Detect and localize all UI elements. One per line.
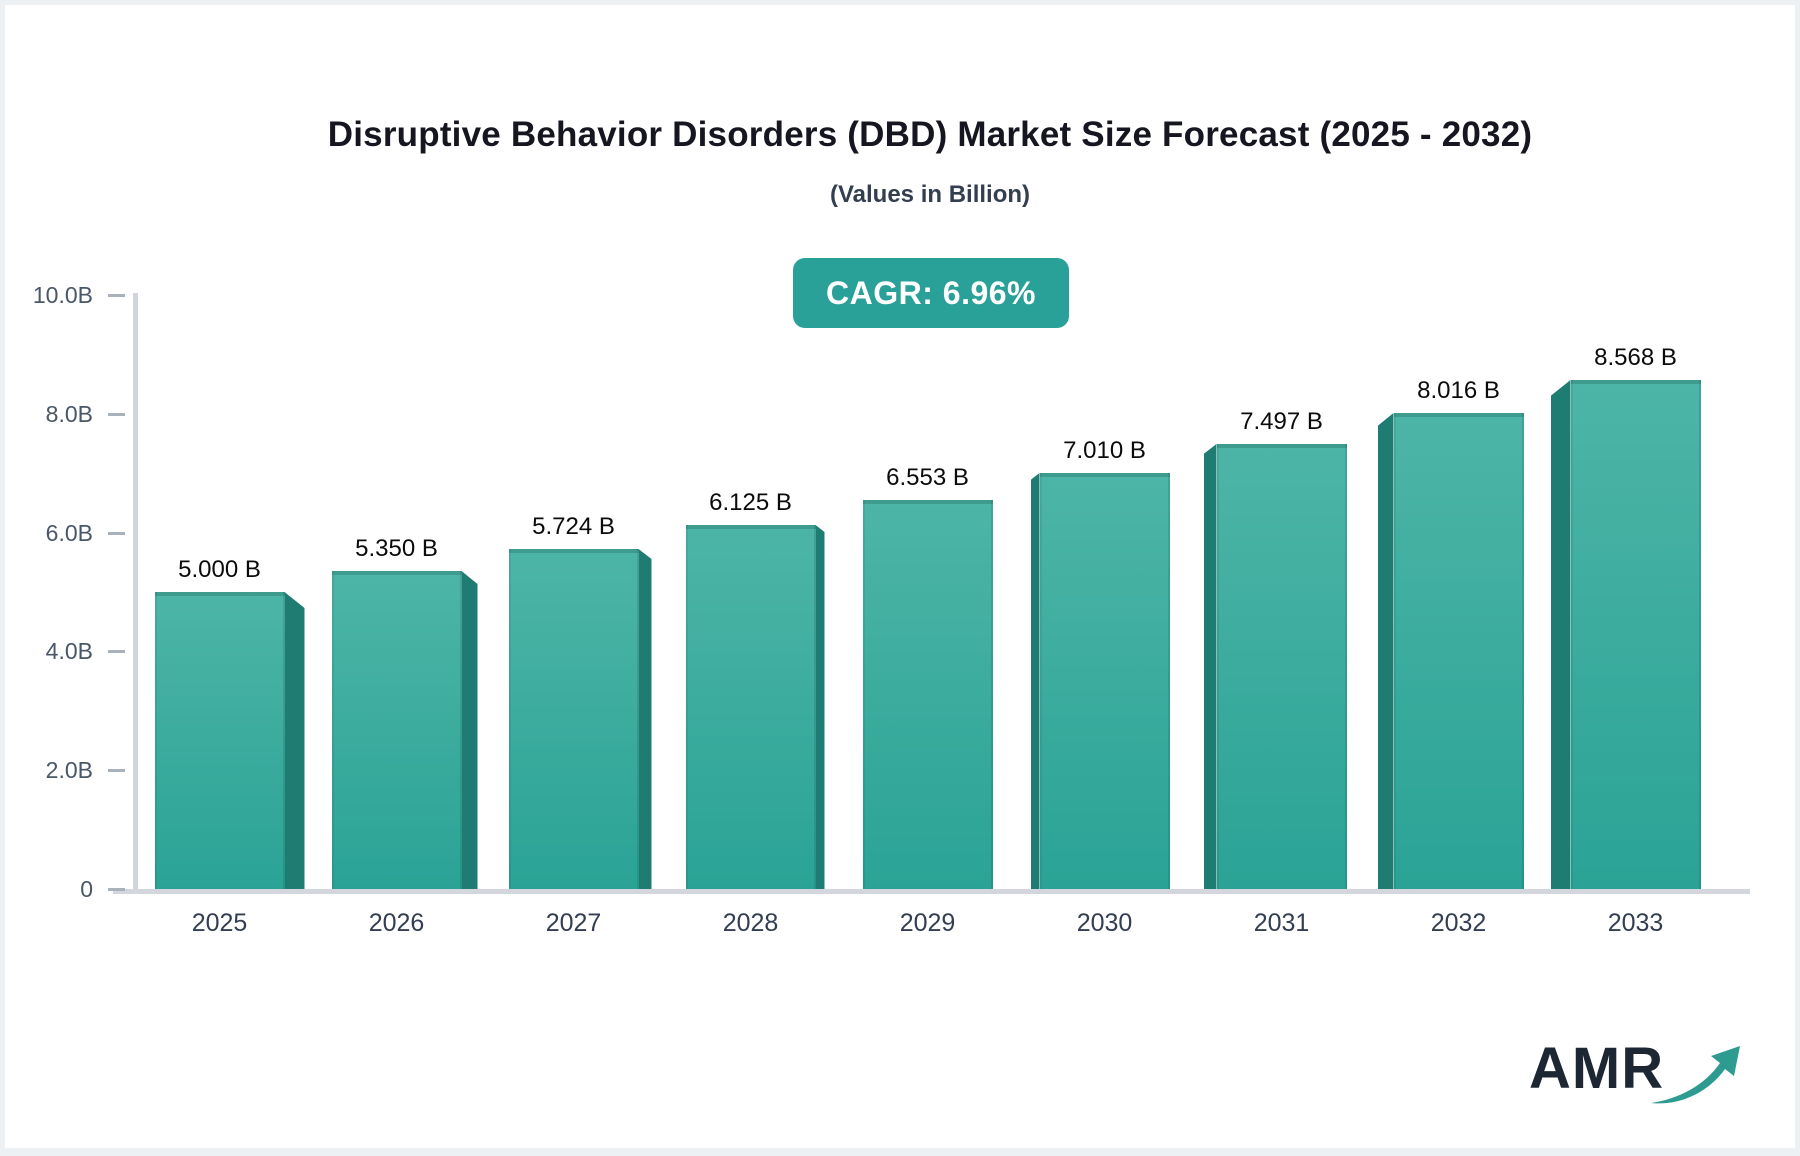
- y-tick-label: 4.0B: [45, 638, 93, 665]
- bar-value-label: 8.016 B: [1417, 377, 1500, 404]
- x-axis-label: 2027: [545, 909, 602, 937]
- cagr-badge: CAGR: 6.96%: [793, 258, 1069, 328]
- y-tick-label: 2.0B: [45, 757, 93, 784]
- amr-logo: AMR: [1529, 1027, 1740, 1117]
- y-axis-line: [133, 293, 138, 893]
- x-axis-label: 2031: [1253, 909, 1310, 937]
- x-axis-label: 2032: [1430, 909, 1487, 937]
- bar-value-label: 5.724 B: [532, 513, 615, 540]
- growth-arrow-icon: [1651, 1046, 1740, 1104]
- chart-card: Disruptive Behavior Disorders (DBD) Mark…: [5, 5, 1795, 1148]
- bar-side-panel: [284, 592, 305, 889]
- bar-side-panel: [1550, 380, 1571, 889]
- x-axis-label: 2033: [1607, 909, 1664, 937]
- x-axis-label: 2029: [899, 909, 956, 937]
- y-tick-mark: [108, 294, 125, 297]
- bar-value-label: 5.000 B: [178, 556, 261, 583]
- bar-side-panel: [1203, 444, 1217, 889]
- bar-chart: 5.000 B 5.350 B 5.724 B 6.125 B 6.553 B 7.010…: [5, 282, 1800, 937]
- bar-side-panel: [638, 549, 652, 889]
- bar-2029: [862, 500, 993, 889]
- chart-subtitle: (Values in Billion): [829, 181, 1031, 208]
- y-tick-mark: [108, 650, 125, 654]
- y-tick-label: 0: [80, 876, 93, 902]
- bar-value-label: 6.553 B: [886, 464, 969, 491]
- x-axis-line: [113, 889, 1750, 894]
- x-axis-label: 2025: [191, 909, 248, 937]
- y-tick-label: 8.0B: [45, 400, 93, 427]
- x-axis-label: 2026: [368, 909, 425, 937]
- bar-value-label: 8.568 B: [1594, 344, 1677, 371]
- bar-2032: [1393, 413, 1524, 889]
- bar-2030: [1039, 473, 1170, 889]
- bar-2026: [331, 571, 462, 889]
- bar-side-panel: [1377, 413, 1394, 889]
- bar-2028: [685, 525, 816, 889]
- y-tick-mark: [108, 888, 125, 891]
- bar-side-panel: [815, 525, 825, 889]
- bar-2025: [154, 592, 285, 889]
- plot-area: 5.000 B 5.350 B 5.724 B 6.125 B 6.553 B 7.010…: [131, 295, 1724, 889]
- bar-2031: [1216, 444, 1347, 889]
- bar-side-panel: [461, 571, 478, 889]
- bar-value-label: 7.010 B: [1063, 437, 1146, 464]
- y-tick-mark: [108, 531, 125, 535]
- x-axis-label: 2028: [722, 909, 779, 937]
- y-tick-label: 10.0B: [32, 282, 93, 308]
- bar-2027: [508, 549, 639, 889]
- amr-logo-text: AMR: [1529, 1036, 1665, 1101]
- page-title: Disruptive Behavior Disorders (DBD) Mark…: [327, 115, 1533, 154]
- bar-2033: [1570, 380, 1701, 889]
- y-tick-mark: [108, 412, 125, 416]
- bar-value-label: 6.125 B: [709, 489, 792, 516]
- bar-value-label: 7.497 B: [1240, 408, 1323, 435]
- bar-side-panel: [1030, 473, 1040, 889]
- bar-value-label: 5.350 B: [355, 535, 438, 562]
- y-tick-label: 6.0B: [45, 519, 93, 546]
- y-tick-mark: [108, 769, 125, 773]
- x-axis-label: 2030: [1076, 909, 1133, 937]
